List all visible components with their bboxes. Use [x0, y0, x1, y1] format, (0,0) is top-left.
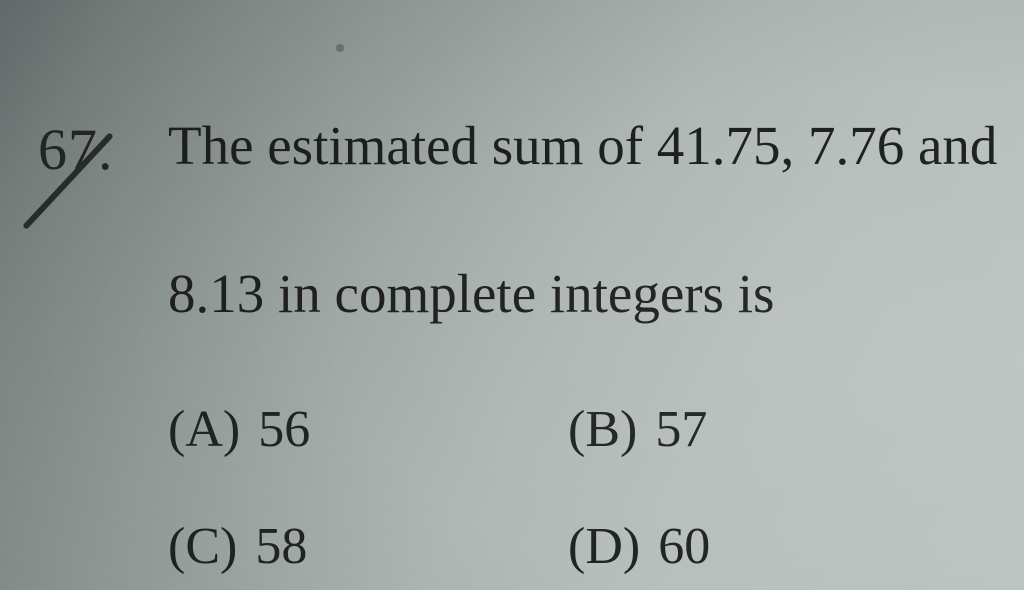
paper-speck: [336, 44, 344, 52]
option-b-value: 57: [655, 401, 707, 458]
option-b-label: (B): [568, 401, 637, 458]
option-c-value: 58: [255, 518, 307, 575]
options-block: (A) 56 (B) 57 (C) 58 (D) 60: [168, 400, 928, 576]
option-a-value: 56: [258, 401, 310, 458]
option-a: (A) 56: [168, 400, 568, 459]
question-text-line-2: 8.13 in complete integers is: [168, 262, 774, 325]
option-d-label: (D): [568, 518, 640, 575]
option-a-label: (A): [168, 401, 240, 458]
option-c-label: (C): [168, 518, 237, 575]
question-text-line-1: The estimated sum of 41.75, 7.76 and: [168, 114, 997, 177]
option-d: (D) 60: [568, 517, 710, 576]
question-number-wrap: 67.: [38, 116, 114, 183]
scanned-page: 67. The estimated sum of 41.75, 7.76 and…: [0, 0, 1024, 590]
options-row-1: (A) 56 (B) 57: [168, 400, 928, 459]
option-d-value: 60: [658, 518, 710, 575]
option-c: (C) 58: [168, 517, 568, 576]
option-b: (B) 57: [568, 400, 707, 459]
options-row-2: (C) 58 (D) 60: [168, 517, 928, 576]
